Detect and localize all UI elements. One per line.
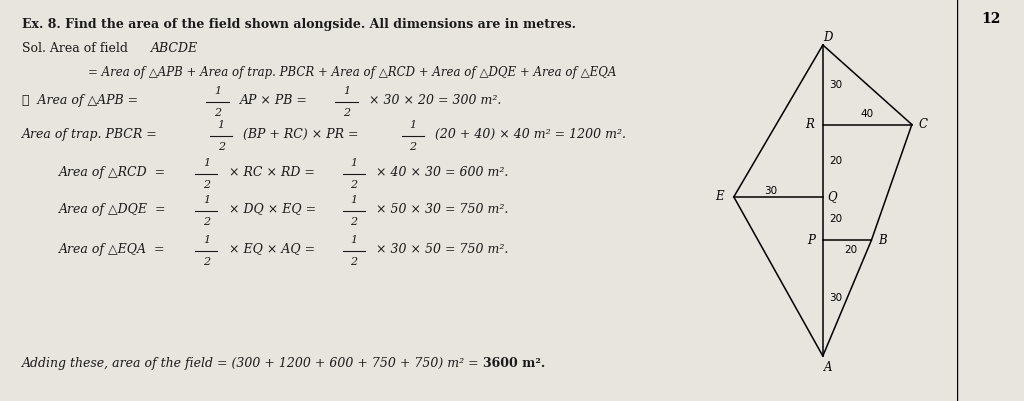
Text: 2: 2: [343, 108, 350, 118]
Text: × EQ × AQ =: × EQ × AQ =: [228, 243, 318, 255]
Text: 1: 1: [214, 86, 221, 96]
Text: E: E: [715, 190, 724, 203]
Text: Q: Q: [827, 190, 838, 203]
Text: 1: 1: [350, 194, 357, 205]
Text: × 40 × 30 = 600 m².: × 40 × 30 = 600 m².: [376, 166, 508, 179]
Text: 2: 2: [350, 217, 357, 227]
Text: Area of △DQE  =: Area of △DQE =: [59, 203, 170, 215]
Text: AP × PB =: AP × PB =: [240, 94, 311, 107]
Text: Sol. Area of field: Sol. Area of field: [23, 42, 132, 55]
Text: 2: 2: [214, 108, 221, 118]
Text: 2: 2: [218, 142, 224, 152]
Text: B: B: [879, 234, 887, 247]
Text: R: R: [806, 118, 814, 131]
Text: 40: 40: [860, 109, 873, 119]
Text: Adding these, area of the field = (300 + 1200 + 600 + 750 + 750) m² =: Adding these, area of the field = (300 +…: [23, 357, 483, 370]
Text: 2: 2: [350, 180, 357, 190]
Text: 1: 1: [203, 235, 210, 245]
Text: × DQ × EQ =: × DQ × EQ =: [228, 203, 319, 215]
Text: 2: 2: [350, 257, 357, 267]
Text: 3600 m².: 3600 m².: [483, 357, 545, 370]
Text: 1: 1: [218, 120, 224, 130]
Text: 30: 30: [764, 186, 777, 196]
Text: = Area of △APB + Area of trap. PBCR + Area of △RCD + Area of △DQE + Area of △EQA: = Area of △APB + Area of trap. PBCR + Ar…: [88, 66, 616, 79]
Text: ABCDE: ABCDE: [152, 42, 199, 55]
Text: 30: 30: [829, 293, 843, 303]
Text: × RC × RD =: × RC × RD =: [228, 166, 318, 179]
Text: P: P: [808, 234, 815, 247]
Text: 1: 1: [350, 158, 357, 168]
Text: × 30 × 50 = 750 m².: × 30 × 50 = 750 m².: [376, 243, 508, 255]
Text: D: D: [823, 31, 833, 44]
Text: 1: 1: [350, 235, 357, 245]
Text: 1: 1: [203, 194, 210, 205]
Text: 12: 12: [981, 12, 1000, 26]
Text: 20: 20: [829, 156, 843, 166]
Text: 2: 2: [410, 142, 417, 152]
Text: (20 + 40) × 40 m² = 1200 m².: (20 + 40) × 40 m² = 1200 m².: [435, 128, 626, 141]
Text: Area of trap. PBCR =: Area of trap. PBCR =: [23, 128, 162, 141]
Text: (BP + RC) × PR =: (BP + RC) × PR =: [244, 128, 362, 141]
Text: × 30 × 20 = 300 m².: × 30 × 20 = 300 m².: [369, 94, 501, 107]
Text: 2: 2: [203, 180, 210, 190]
Text: 2: 2: [203, 257, 210, 267]
Text: 2: 2: [203, 217, 210, 227]
Text: ∴  Area of △APB =: ∴ Area of △APB =: [23, 94, 142, 107]
Text: 20: 20: [829, 214, 843, 224]
Text: 1: 1: [203, 158, 210, 168]
Text: C: C: [919, 118, 928, 131]
Text: 30: 30: [829, 81, 843, 91]
Text: Ex. 8. Find the area of the field shown alongside. All dimensions are in metres.: Ex. 8. Find the area of the field shown …: [23, 18, 577, 31]
Text: A: A: [823, 361, 831, 374]
Text: 20: 20: [844, 245, 857, 255]
Text: Area of △EQA  =: Area of △EQA =: [59, 243, 170, 255]
Text: 1: 1: [410, 120, 417, 130]
Text: 1: 1: [343, 86, 350, 96]
Text: × 50 × 30 = 750 m².: × 50 × 30 = 750 m².: [376, 203, 508, 215]
Text: Area of △RCD  =: Area of △RCD =: [59, 166, 170, 179]
